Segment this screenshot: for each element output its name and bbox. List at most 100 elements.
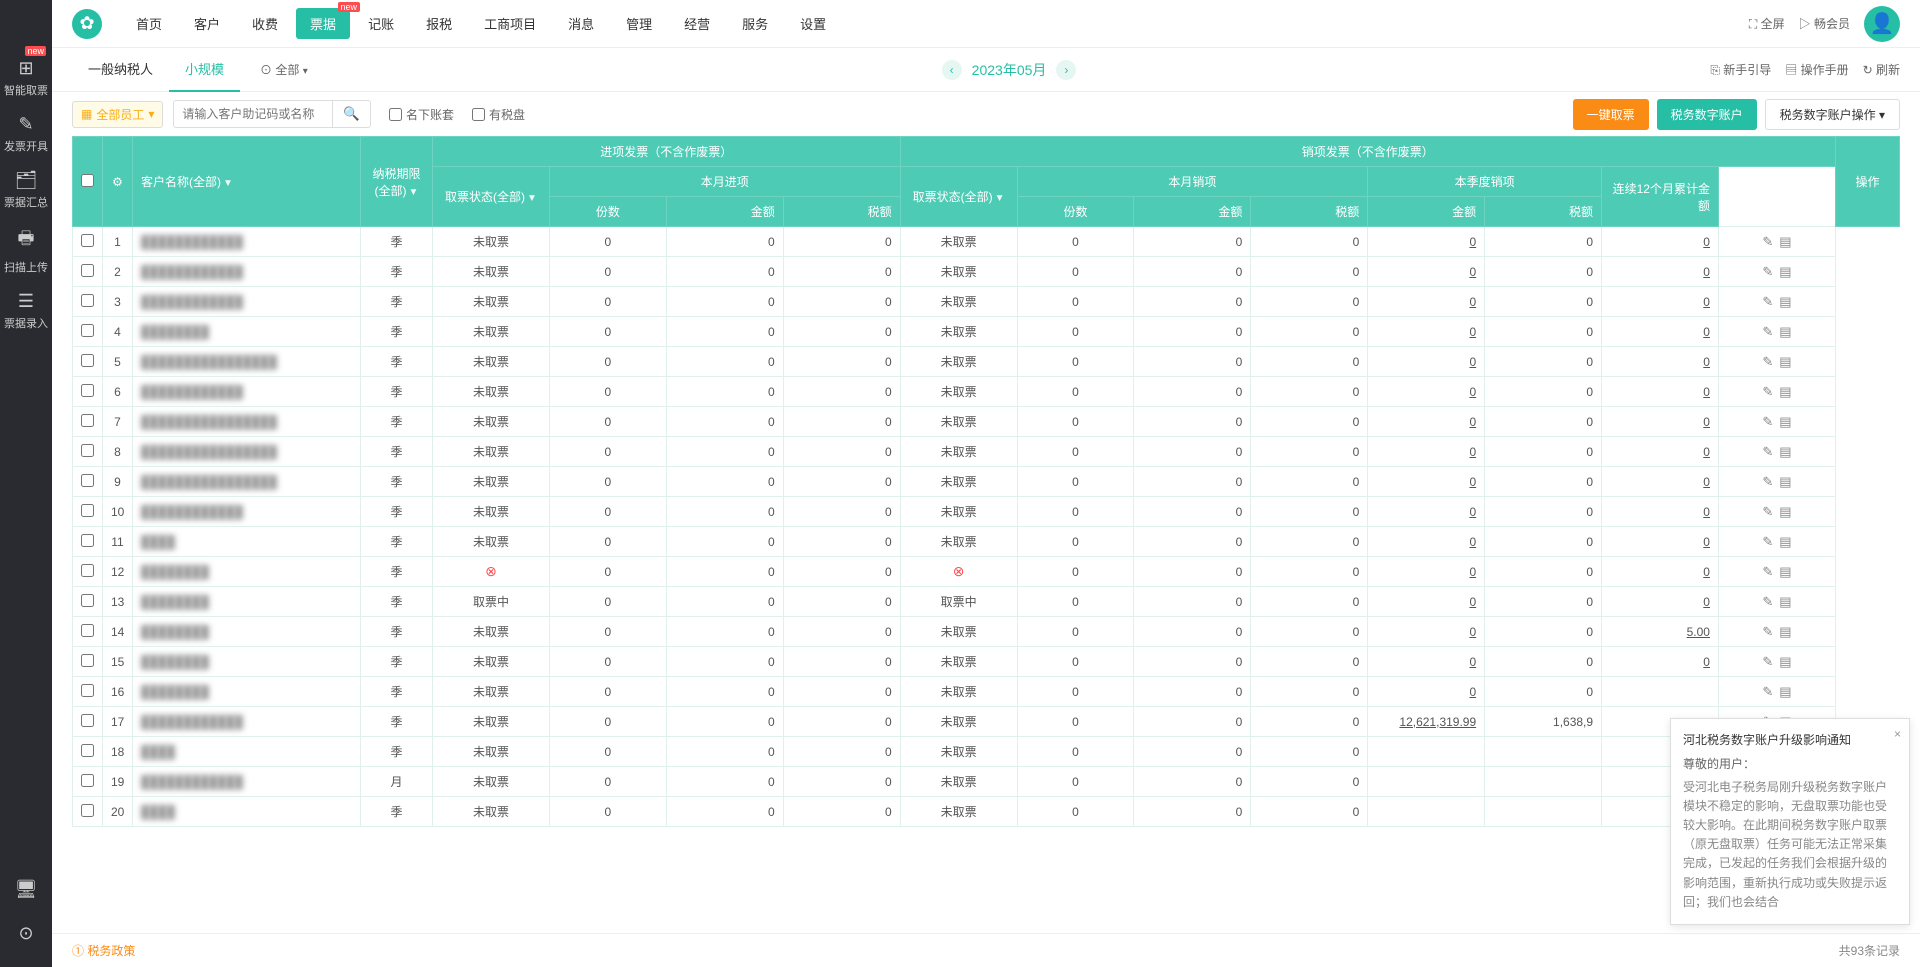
customer-name[interactable]: ████████	[133, 557, 361, 587]
edit-icon[interactable]: ✎	[1762, 624, 1773, 639]
subhead-action-1[interactable]: ▤ 操作手册	[1785, 61, 1848, 78]
logo-icon[interactable]: ✿	[72, 9, 102, 39]
collect-button[interactable]: 一键取票	[1573, 99, 1649, 130]
sidebar-item-4[interactable]: ☰票据录入	[4, 283, 48, 339]
sidebar-bottom-icon-0[interactable]: 🖥	[0, 869, 52, 913]
more-icon[interactable]: ▤	[1779, 354, 1791, 369]
more-icon[interactable]: ▤	[1779, 534, 1791, 549]
sub-tab-1[interactable]: 小规模	[169, 47, 240, 92]
customer-name[interactable]: ████████████	[133, 707, 361, 737]
row-checkbox[interactable]	[81, 444, 94, 457]
error-icon[interactable]: ⊗	[485, 563, 497, 579]
scope-select[interactable]: ⊙ 全部 ▾	[260, 61, 308, 78]
edit-icon[interactable]: ✎	[1762, 264, 1773, 279]
tax-policy-link[interactable]: ① 税务政策	[72, 942, 135, 959]
sidebar-item-1[interactable]: ✎发票开具	[4, 106, 48, 162]
customer-name[interactable]: ████████	[133, 647, 361, 677]
row-checkbox[interactable]	[81, 534, 94, 547]
customer-name[interactable]: ████████████████	[133, 407, 361, 437]
row-checkbox[interactable]	[81, 474, 94, 487]
more-icon[interactable]: ▤	[1779, 324, 1791, 339]
customer-name[interactable]: ████	[133, 797, 361, 827]
header-period[interactable]: 纳税期限(全部)▼	[361, 137, 433, 227]
row-checkbox[interactable]	[81, 594, 94, 607]
row-checkbox[interactable]	[81, 414, 94, 427]
edit-icon[interactable]: ✎	[1762, 234, 1773, 249]
edit-icon[interactable]: ✎	[1762, 294, 1773, 309]
edit-icon[interactable]: ✎	[1762, 474, 1773, 489]
more-icon[interactable]: ▤	[1779, 444, 1791, 459]
edit-icon[interactable]: ✎	[1762, 654, 1773, 669]
customer-name[interactable]: ████	[133, 737, 361, 767]
topnav-item-4[interactable]: 记账	[354, 8, 408, 39]
more-icon[interactable]: ▤	[1779, 294, 1791, 309]
row-checkbox[interactable]	[81, 234, 94, 247]
customer-name[interactable]: ████████	[133, 677, 361, 707]
row-checkbox[interactable]	[81, 654, 94, 667]
row-checkbox[interactable]	[81, 714, 94, 727]
sidebar-bottom-icon-1[interactable]: ⊙	[0, 913, 52, 957]
row-checkbox[interactable]	[81, 504, 94, 517]
row-checkbox[interactable]	[81, 384, 94, 397]
customer-name[interactable]: ████████████	[133, 767, 361, 797]
header-in-status[interactable]: 取票状态(全部)▼	[433, 167, 550, 227]
month-next-button[interactable]: ›	[1056, 60, 1076, 80]
edit-icon[interactable]: ✎	[1762, 324, 1773, 339]
more-icon[interactable]: ▤	[1779, 384, 1791, 399]
more-icon[interactable]: ▤	[1779, 654, 1791, 669]
more-icon[interactable]: ▤	[1779, 684, 1791, 699]
edit-icon[interactable]: ✎	[1762, 414, 1773, 429]
row-checkbox[interactable]	[81, 624, 94, 637]
avatar-icon[interactable]: 👤	[1864, 6, 1900, 42]
row-checkbox[interactable]	[81, 564, 94, 577]
customer-name[interactable]: ████████████	[133, 377, 361, 407]
topnav-item-7[interactable]: 消息	[554, 8, 608, 39]
more-icon[interactable]: ▤	[1779, 414, 1791, 429]
header-gear-icon[interactable]: ⚙	[103, 137, 133, 227]
topnav-item-5[interactable]: 报税	[412, 8, 466, 39]
row-checkbox[interactable]	[81, 684, 94, 697]
customer-name[interactable]: ████████	[133, 617, 361, 647]
header-customer[interactable]: 客户名称(全部)▼	[133, 137, 361, 227]
edit-icon[interactable]: ✎	[1762, 354, 1773, 369]
header-out-status[interactable]: 取票状态(全部)▼	[900, 167, 1017, 227]
more-icon[interactable]: ▤	[1779, 594, 1791, 609]
row-checkbox[interactable]	[81, 324, 94, 337]
topnav-item-11[interactable]: 设置	[786, 8, 840, 39]
edit-icon[interactable]: ✎	[1762, 444, 1773, 459]
sub-tab-0[interactable]: 一般纳税人	[72, 47, 169, 92]
checkbox-own-account[interactable]: 名下账套	[389, 106, 454, 123]
member-link[interactable]: ▷ 畅会员	[1799, 15, 1850, 32]
fullscreen-link[interactable]: ⛶ 全屏	[1749, 15, 1785, 32]
customer-name[interactable]: ████████████████	[133, 437, 361, 467]
subhead-action-2[interactable]: ↻ 刷新	[1863, 61, 1900, 78]
customer-name[interactable]: ████████████	[133, 257, 361, 287]
topnav-item-1[interactable]: 客户	[180, 8, 234, 39]
more-icon[interactable]: ▤	[1779, 264, 1791, 279]
edit-icon[interactable]: ✎	[1762, 594, 1773, 609]
topnav-item-9[interactable]: 经营	[670, 8, 724, 39]
customer-name[interactable]: ████████	[133, 587, 361, 617]
more-icon[interactable]: ▤	[1779, 234, 1791, 249]
edit-icon[interactable]: ✎	[1762, 534, 1773, 549]
topnav-item-6[interactable]: 工商项目	[470, 8, 550, 39]
search-input[interactable]	[173, 100, 333, 128]
error-icon[interactable]: ⊗	[953, 563, 965, 579]
customer-name[interactable]: ████████████████	[133, 467, 361, 497]
row-checkbox[interactable]	[81, 294, 94, 307]
customer-name[interactable]: ████	[133, 527, 361, 557]
sidebar-item-3[interactable]: 🖶扫描上传	[4, 218, 48, 283]
employee-select[interactable]: ▦ 全部员工 ▾	[72, 101, 163, 128]
current-month[interactable]: 2023年05月	[972, 60, 1047, 80]
edit-icon[interactable]: ✎	[1762, 564, 1773, 579]
row-checkbox[interactable]	[81, 774, 94, 787]
digital-ops-button[interactable]: 税务数字账户操作 ▾	[1765, 99, 1900, 130]
search-button[interactable]: 🔍	[333, 100, 371, 128]
customer-name[interactable]: ████████████	[133, 287, 361, 317]
topnav-item-2[interactable]: 收费	[238, 8, 292, 39]
subhead-action-0[interactable]: ⎘ 新手引导	[1710, 61, 1771, 78]
edit-icon[interactable]: ✎	[1762, 384, 1773, 399]
row-checkbox[interactable]	[81, 804, 94, 817]
month-prev-button[interactable]: ‹	[942, 60, 962, 80]
customer-name[interactable]: ████████	[133, 317, 361, 347]
